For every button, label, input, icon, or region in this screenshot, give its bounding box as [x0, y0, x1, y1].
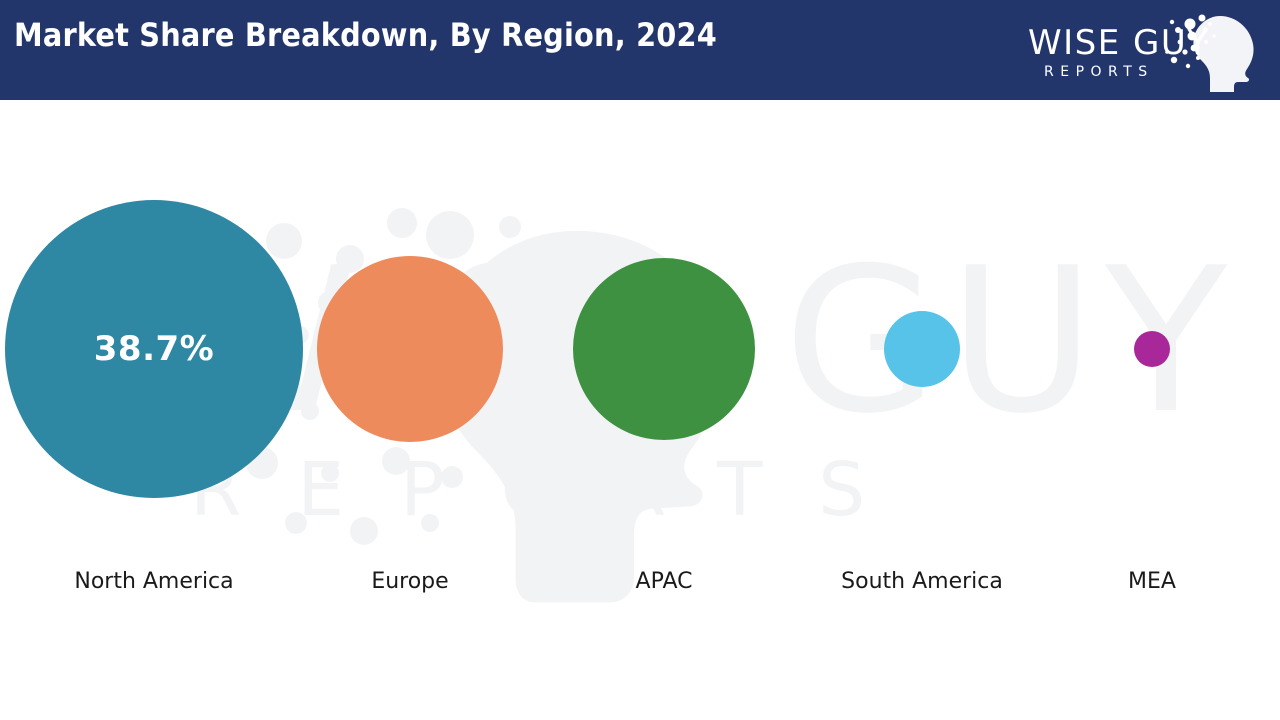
bubble-europe[interactable] [317, 256, 503, 442]
category-label-mea: MEA [1128, 569, 1176, 594]
bubble-south-america[interactable] [884, 311, 960, 387]
bubble-chart-plot-area: 38.7% [0, 100, 1280, 720]
head-dots-logo-icon: WISE GUY REPORTS [1028, 14, 1254, 92]
category-label-north-america: North America [74, 569, 234, 594]
svg-text:WISE GUY: WISE GUY [1028, 23, 1210, 63]
category-label-apac: APAC [635, 569, 693, 594]
bubble-value-label: 38.7% [93, 329, 215, 369]
brand-logo: WISE GUY REPORTS [1022, 8, 1262, 92]
category-label-south-america: South America [841, 569, 1003, 594]
bubble-apac[interactable] [573, 258, 755, 440]
bubble-mea[interactable] [1134, 331, 1170, 367]
bubble-north-america[interactable]: 38.7% [5, 200, 303, 498]
page-title: Market Share Breakdown, By Region, 2024 [14, 16, 718, 54]
category-label-europe: Europe [371, 569, 449, 594]
svg-text:REPORTS: REPORTS [1044, 64, 1154, 80]
header-bar: Market Share Breakdown, By Region, 2024 … [0, 0, 1280, 100]
